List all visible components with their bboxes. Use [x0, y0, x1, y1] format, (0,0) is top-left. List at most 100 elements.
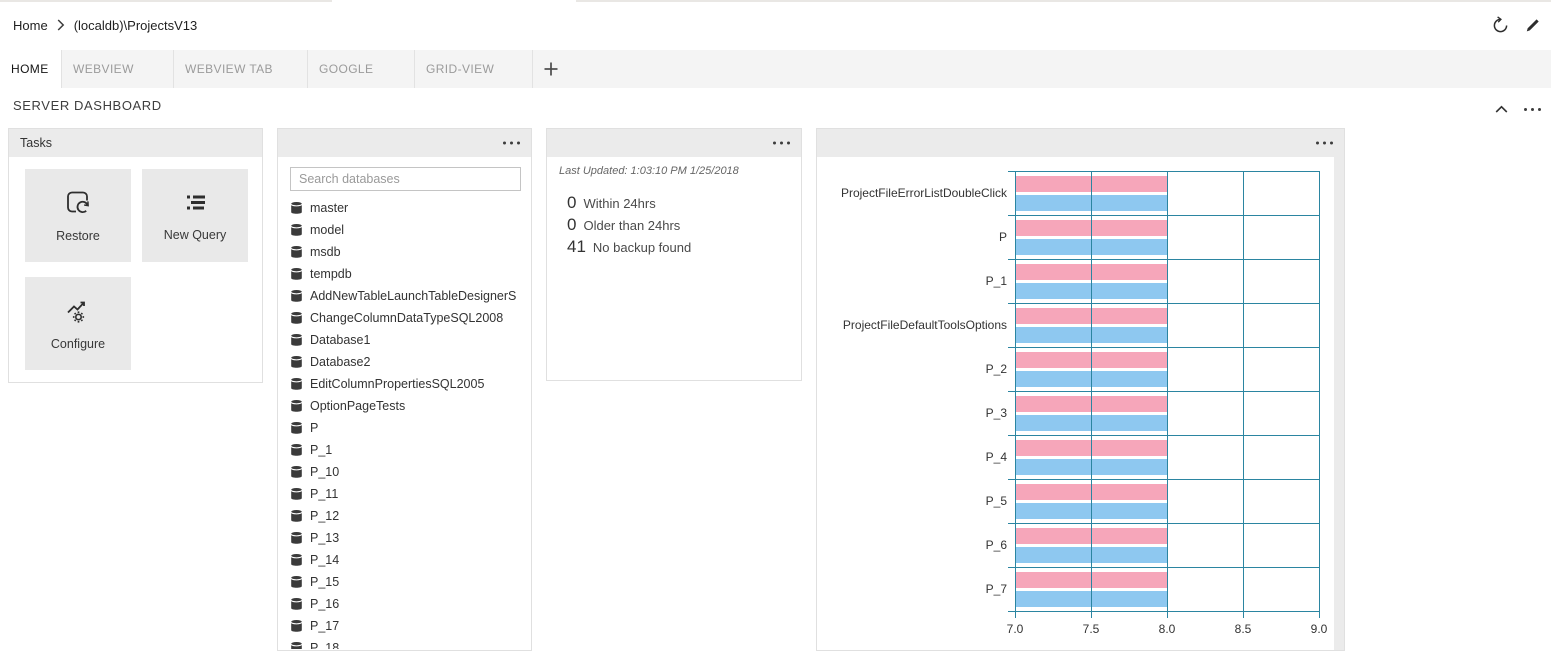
refresh-icon[interactable]: [1490, 15, 1510, 35]
tasks-panel-header: Tasks: [9, 129, 262, 157]
databases-list[interactable]: master model msdb tempdb AddNewTableLaunchTa…: [278, 197, 531, 649]
edit-pencil-icon[interactable]: [1523, 15, 1543, 35]
db-list-item[interactable]: P_10: [290, 461, 531, 483]
window-top-edge: [0, 0, 1551, 2]
chart-tick-bottom: [1319, 612, 1320, 618]
database-icon: [290, 356, 303, 368]
database-icon: [290, 246, 303, 258]
chart-plot-area: 7.0 7.5 8.0 8.5 9.0: [1007, 171, 1327, 636]
database-icon: [290, 466, 303, 478]
new-query-button[interactable]: New Query: [142, 169, 248, 262]
configure-button[interactable]: Configure: [25, 277, 131, 370]
chart-tick-bottom: [1091, 612, 1092, 618]
db-list-item[interactable]: P_12: [290, 505, 531, 527]
backup-stat-label: Within 24hrs: [583, 196, 656, 211]
chart-category-label: ProjectFileErrorListDoubleClick: [840, 186, 1007, 200]
dashboard-header-row: SERVER DASHBOARD: [0, 92, 1551, 122]
breadcrumb-home[interactable]: Home: [13, 17, 48, 33]
db-list-item[interactable]: Database2: [290, 351, 531, 373]
collapse-chevron-up-icon[interactable]: [1491, 99, 1511, 119]
backup-stat-value: 0: [567, 193, 577, 212]
db-name: P_16: [310, 597, 340, 611]
tab-google[interactable]: GOOGLE: [308, 50, 415, 88]
backup-stat-label: Older than 24hrs: [583, 218, 681, 233]
chart-bar-blue: [1016, 195, 1168, 211]
restore-button[interactable]: Restore: [25, 169, 131, 262]
backup-panel-header: [547, 129, 801, 157]
db-list-item[interactable]: P_17: [290, 615, 531, 637]
db-list-item[interactable]: msdb: [290, 241, 531, 263]
tasks-panel: Tasks Restore: [8, 128, 263, 383]
db-name: P_1: [310, 443, 333, 457]
tab-webview-tab[interactable]: WEBVIEW TAB: [174, 50, 308, 88]
database-icon: [290, 576, 303, 588]
chart-bar-blue: [1016, 459, 1168, 475]
dashboard-more-icon[interactable]: [1524, 107, 1541, 111]
chart-tick-bottom: [1015, 612, 1016, 618]
db-list-item[interactable]: P_13: [290, 527, 531, 549]
chart-more-icon[interactable]: [1316, 141, 1333, 145]
db-list-item[interactable]: EditColumnPropertiesSQL2005: [290, 373, 531, 395]
db-list-item[interactable]: tempdb: [290, 263, 531, 285]
tab-home[interactable]: HOME: [0, 50, 62, 88]
db-list-item[interactable]: OptionPageTests: [290, 395, 531, 417]
chart-tick-left: [1008, 479, 1015, 480]
db-name: P_15: [310, 575, 340, 589]
add-tab-button[interactable]: [533, 50, 569, 88]
db-name: EditColumnPropertiesSQL2005: [310, 377, 485, 391]
database-icon: [290, 378, 303, 390]
db-list-item[interactable]: P_14: [290, 549, 531, 571]
db-list-item[interactable]: AddNewTableLaunchTableDesignerS: [290, 285, 531, 307]
databases-more-icon[interactable]: [503, 141, 520, 145]
db-name: Database1: [310, 333, 371, 347]
plus-icon: [544, 62, 558, 76]
chart-bar-pink: [1016, 528, 1168, 544]
db-list-item[interactable]: model: [290, 219, 531, 241]
chart-tick-left: [1008, 259, 1015, 260]
chart-tick-bottom: [1167, 612, 1168, 618]
db-list-item[interactable]: master: [290, 197, 531, 219]
chart-panel: ProjectFileErrorListDoubleClick P P_1 Proje…: [816, 128, 1345, 651]
db-list-item[interactable]: P: [290, 417, 531, 439]
restore-label: Restore: [56, 228, 100, 243]
db-name: P_12: [310, 509, 340, 523]
chart-bar-pink: [1016, 484, 1168, 500]
tab-webview[interactable]: WEBVIEW: [62, 50, 174, 88]
backup-stat-row: 41 No backup found: [547, 237, 801, 259]
chart-category-label: P_3: [985, 406, 1007, 420]
database-icon: [290, 488, 303, 500]
chart-category-label: P_2: [985, 362, 1007, 376]
chart-bar-pink: [1016, 264, 1168, 280]
db-list-item[interactable]: P_18: [290, 637, 531, 649]
chart-x-tick-label: 9.0: [1310, 622, 1328, 636]
breadcrumb-server[interactable]: (localdb)\ProjectsV13: [73, 17, 198, 33]
db-name: P_18: [310, 641, 340, 649]
chart-tick-left: [1008, 215, 1015, 216]
chart-scrollbar[interactable]: [1334, 157, 1344, 650]
restore-icon: [63, 189, 93, 222]
chart-category-label: P_4: [985, 450, 1007, 464]
db-name: ChangeColumnDataTypeSQL2008: [310, 311, 504, 325]
tab-grid-view[interactable]: GRID-VIEW: [415, 50, 533, 88]
db-list-item[interactable]: P_11: [290, 483, 531, 505]
backup-stats: 0 Within 24hrs 0 Older than 24hrs 41 No backu…: [547, 193, 801, 259]
database-icon: [290, 620, 303, 632]
chart-category-label: P_1: [985, 274, 1007, 288]
db-name: model: [310, 223, 345, 237]
chart-x-tick-label: 8.0: [1158, 622, 1176, 636]
chart-bar-pink: [1016, 220, 1168, 236]
db-list-item[interactable]: P_15: [290, 571, 531, 593]
db-name: P_11: [310, 487, 339, 501]
db-list-item[interactable]: ChangeColumnDataTypeSQL2008: [290, 307, 531, 329]
database-icon: [290, 554, 303, 566]
database-icon: [290, 510, 303, 522]
db-list-item[interactable]: P_1: [290, 439, 531, 461]
database-icon: [290, 224, 303, 236]
db-list-item[interactable]: P_16: [290, 593, 531, 615]
chart-bar-pink: [1016, 308, 1168, 324]
chart-category-labels: ProjectFileErrorListDoubleClick P P_1 Proje…: [817, 171, 1015, 612]
search-databases-input[interactable]: [290, 167, 521, 191]
backup-more-icon[interactable]: [773, 141, 790, 145]
db-list-item[interactable]: Database1: [290, 329, 531, 351]
new-query-icon: [182, 189, 209, 221]
